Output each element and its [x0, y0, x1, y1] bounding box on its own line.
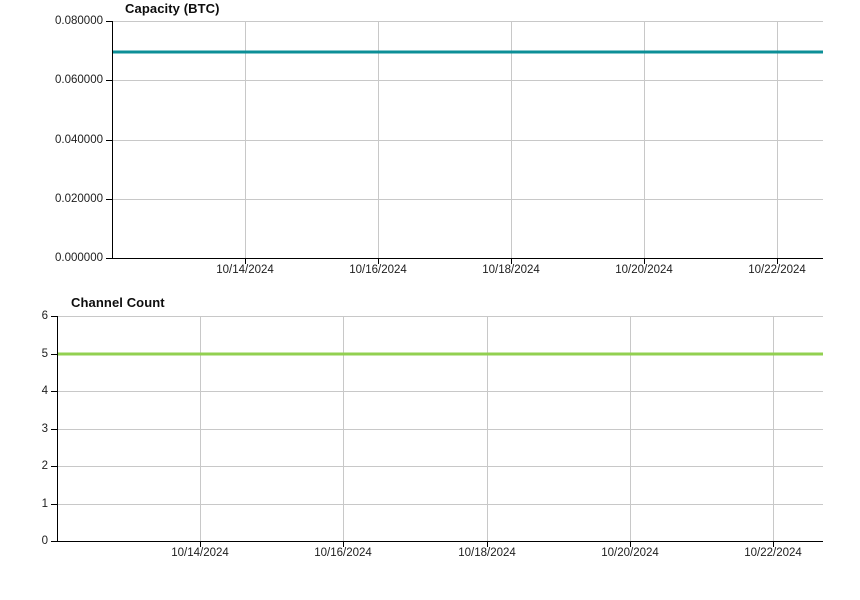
gridline-v-channels-0 — [200, 316, 201, 542]
x-tick-mark-capacity-2 — [511, 259, 512, 264]
x-tick-label-capacity-2: 10/18/2024 — [482, 264, 540, 276]
x-tick-mark-channels-3 — [630, 542, 631, 547]
gridline-h-channels-2 — [57, 466, 823, 467]
gridline-v-channels-2 — [487, 316, 488, 542]
y-tick-label-capacity-4: 0.000000 — [55, 252, 103, 264]
y-tick-label-channels-4: 2 — [41, 460, 48, 472]
gridline-v-capacity-0 — [245, 21, 246, 259]
y-axis-channel-count — [57, 316, 58, 542]
chart-panel-capacity: Capacity (BTC) 0.080000 — [0, 0, 860, 292]
y-tick-mark-channels-2 — [51, 391, 57, 392]
x-tick-label-channels-3: 10/20/2024 — [601, 547, 659, 559]
x-tick-label-capacity-4: 10/22/2024 — [748, 264, 806, 276]
gridline-v-capacity-4 — [777, 21, 778, 259]
y-tick-mark-channels-3 — [51, 429, 57, 430]
gridline-v-capacity-3 — [644, 21, 645, 259]
gridline-v-capacity-2 — [511, 21, 512, 259]
y-tick-mark-channels-1 — [51, 354, 57, 355]
y-tick-label-capacity-0: 0.080000 — [55, 15, 103, 27]
x-axis-channel-count — [57, 541, 823, 542]
y-tick-mark-capacity-1 — [106, 80, 112, 81]
y-tick-label-channels-2: 4 — [41, 385, 48, 397]
plot-surface-channel-count — [57, 316, 823, 542]
series-line-capacity — [112, 50, 823, 54]
gridline-v-channels-3 — [630, 316, 631, 542]
y-tick-label-channels-3: 3 — [41, 423, 48, 435]
gridline-h-channels-4 — [57, 391, 823, 392]
x-tick-mark-capacity-0 — [245, 259, 246, 264]
gridline-h-capacity-0 — [112, 21, 823, 22]
x-tick-mark-channels-1 — [343, 542, 344, 547]
gridline-v-channels-4 — [773, 316, 774, 542]
series-line-channel-count — [57, 352, 823, 356]
x-tick-label-channels-4: 10/22/2024 — [744, 547, 802, 559]
y-tick-label-capacity-3: 0.020000 — [55, 193, 103, 205]
x-tick-mark-capacity-4 — [777, 259, 778, 264]
x-tick-mark-capacity-1 — [378, 259, 379, 264]
plot-area-capacity: 0.080000 0.060000 0.040000 0.020000 0.00… — [55, 15, 823, 276]
x-tick-label-capacity-1: 10/16/2024 — [349, 264, 407, 276]
chart-title-capacity: Capacity (BTC) — [125, 1, 220, 16]
plot-surface-capacity — [112, 21, 823, 259]
y-tick-mark-capacity-4 — [106, 258, 112, 259]
x-tick-mark-channels-0 — [200, 542, 201, 547]
x-tick-label-capacity-0: 10/14/2024 — [216, 264, 274, 276]
gridline-h-capacity-3 — [112, 199, 823, 200]
x-tick-mark-channels-2 — [487, 542, 488, 547]
y-tick-label-capacity-2: 0.040000 — [55, 134, 103, 146]
y-tick-label-channels-0: 6 — [41, 310, 48, 322]
y-tick-mark-capacity-3 — [106, 199, 112, 200]
x-tick-label-channels-2: 10/18/2024 — [458, 547, 516, 559]
y-tick-mark-channels-0 — [51, 316, 57, 317]
chart-panel-channel-count: Channel Count — [0, 292, 860, 600]
y-tick-label-channels-1: 5 — [41, 348, 48, 360]
y-tick-label-channels-5: 1 — [41, 498, 48, 510]
x-tick-label-capacity-3: 10/20/2024 — [615, 264, 673, 276]
gridline-h-capacity-1 — [112, 80, 823, 81]
x-tick-mark-channels-4 — [773, 542, 774, 547]
y-tick-mark-capacity-0 — [106, 21, 112, 22]
chart-title-channel-count: Channel Count — [71, 295, 165, 310]
gridline-v-capacity-1 — [378, 21, 379, 259]
gridline-h-capacity-2 — [112, 140, 823, 141]
y-tick-mark-capacity-2 — [106, 140, 112, 141]
gridline-h-channels-6 — [57, 316, 823, 317]
y-tick-label-channels-6: 0 — [41, 535, 48, 547]
x-tick-label-channels-1: 10/16/2024 — [314, 547, 372, 559]
y-tick-mark-channels-4 — [51, 466, 57, 467]
x-axis-capacity — [112, 258, 823, 259]
gridline-h-channels-3 — [57, 429, 823, 430]
x-tick-label-channels-0: 10/14/2024 — [171, 547, 229, 559]
y-tick-mark-channels-6 — [51, 541, 57, 542]
x-tick-mark-capacity-3 — [644, 259, 645, 264]
plot-area-channel-count: 6 5 4 3 2 1 0 10/14/2024 10/16/2024 10/1… — [42, 310, 823, 559]
gridline-v-channels-1 — [343, 316, 344, 542]
gridline-h-channels-1 — [57, 504, 823, 505]
y-tick-label-capacity-1: 0.060000 — [55, 74, 103, 86]
y-tick-mark-channels-5 — [51, 504, 57, 505]
y-axis-capacity — [112, 21, 113, 259]
